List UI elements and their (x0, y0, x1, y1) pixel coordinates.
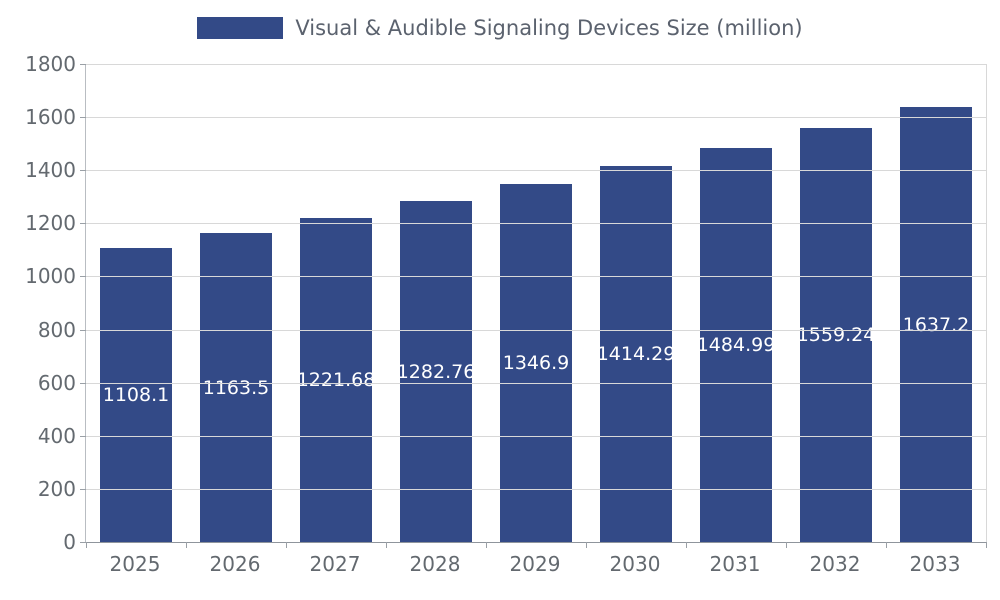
x-axis-tick (586, 542, 587, 548)
bar-band: 1414.29 (586, 64, 686, 542)
x-tick-label: 2032 (809, 552, 861, 576)
gridline (86, 223, 986, 225)
plot-area: 1108.1 1163.5 1221.68 1282.76 1346.9 1414.29 1… (80, 64, 987, 548)
x-tick-label: 2029 (509, 552, 561, 576)
legend-label: Visual & Audible Signaling Devices Size … (295, 16, 803, 40)
x-tick-label: 2027 (309, 552, 361, 576)
x-tick-label: 2031 (709, 552, 761, 576)
bar: 1484.99 (697, 147, 775, 542)
x-axis-tick (886, 542, 887, 548)
y-tick-label: 1800 (25, 52, 76, 76)
y-axis-tick (80, 329, 86, 331)
bar-band: 1108.1 (86, 64, 186, 542)
bar-band: 1559.24 (786, 64, 886, 542)
y-tick-label: 800 (37, 317, 76, 342)
y-tick-label: 600 (37, 370, 76, 395)
gridline (86, 64, 986, 65)
x-tick-label: 2025 (109, 552, 161, 576)
x-axis-tick (286, 542, 287, 548)
bar: 1221.68 (297, 217, 375, 542)
bar: 1346.9 (500, 184, 572, 542)
x-axis-tick (186, 542, 187, 548)
bar-band: 1163.5 (186, 64, 286, 542)
y-tick-label: 1200 (25, 211, 76, 236)
bar: 1559.24 (797, 127, 875, 542)
x-axis-tick (486, 542, 487, 548)
y-axis-labels: 0 200 400 600 800 1000 1200 1400 1600 1800 (0, 52, 76, 554)
gridline (86, 435, 986, 437)
y-axis-tick (80, 488, 86, 490)
bar-value-label: 1637.2 (902, 313, 970, 336)
gridline (86, 488, 986, 490)
x-tick-label: 2028 (409, 552, 461, 576)
bar-value-label: 1163.5 (202, 376, 270, 399)
y-tick-label: 1000 (25, 264, 76, 289)
bar-band: 1221.68 (286, 64, 386, 542)
y-axis-tick (80, 170, 86, 172)
y-axis-tick (80, 223, 86, 225)
bar-value-label: 1346.9 (502, 352, 570, 375)
x-tick-label: 2030 (609, 552, 661, 576)
gridline (86, 276, 986, 278)
bar: 1637.2 (900, 107, 972, 542)
x-axis-tick (86, 542, 87, 548)
bar: 1163.5 (200, 233, 272, 542)
bar-value-label: 1108.1 (102, 383, 170, 406)
bar-value-label: 1282.76 (396, 360, 476, 383)
gridline (86, 382, 986, 384)
bar: 1282.76 (397, 201, 475, 542)
gridline (86, 329, 986, 331)
y-axis-tick (80, 276, 86, 278)
bar-value-label: 1484.99 (696, 333, 776, 356)
y-axis-tick (80, 435, 86, 437)
bar-band: 1346.9 (486, 64, 586, 542)
x-tick-label: 2033 (909, 552, 961, 576)
y-tick-label: 1600 (25, 105, 76, 130)
y-tick-label: 200 (37, 476, 76, 501)
legend-swatch-icon (197, 17, 284, 39)
y-tick-label: 1400 (25, 158, 76, 183)
bar-band: 1484.99 (686, 64, 786, 542)
y-tick-label: 0 (63, 530, 76, 554)
y-axis-tick (80, 117, 86, 119)
bar-value-label: 1414.29 (596, 343, 676, 366)
y-axis-tick (80, 542, 86, 543)
bar: 1108.1 (100, 247, 172, 542)
bar-band: 1282.76 (386, 64, 486, 542)
y-axis-tick (80, 382, 86, 384)
y-tick-label: 400 (37, 423, 76, 448)
bar-value-label: 1221.68 (296, 368, 376, 391)
x-axis-tick (385, 542, 387, 548)
legend[interactable]: Visual & Audible Signaling Devices Size … (0, 16, 1000, 40)
x-tick-label: 2026 (209, 552, 261, 576)
x-axis-tick (685, 542, 687, 548)
y-axis-tick (80, 64, 86, 65)
bars-container: 1108.1 1163.5 1221.68 1282.76 1346.9 1414.29 1… (86, 64, 986, 542)
bar-value-label: 1559.24 (796, 323, 876, 346)
gridline (86, 170, 986, 172)
bar-band: 1637.2 (886, 64, 986, 542)
x-axis-tick (786, 542, 787, 548)
x-axis-tick (986, 542, 987, 548)
bar: 1414.29 (597, 166, 675, 542)
gridline (86, 117, 986, 119)
x-axis-labels: 2025 2026 2027 2028 2029 2030 2031 2032 2033 (85, 552, 985, 576)
